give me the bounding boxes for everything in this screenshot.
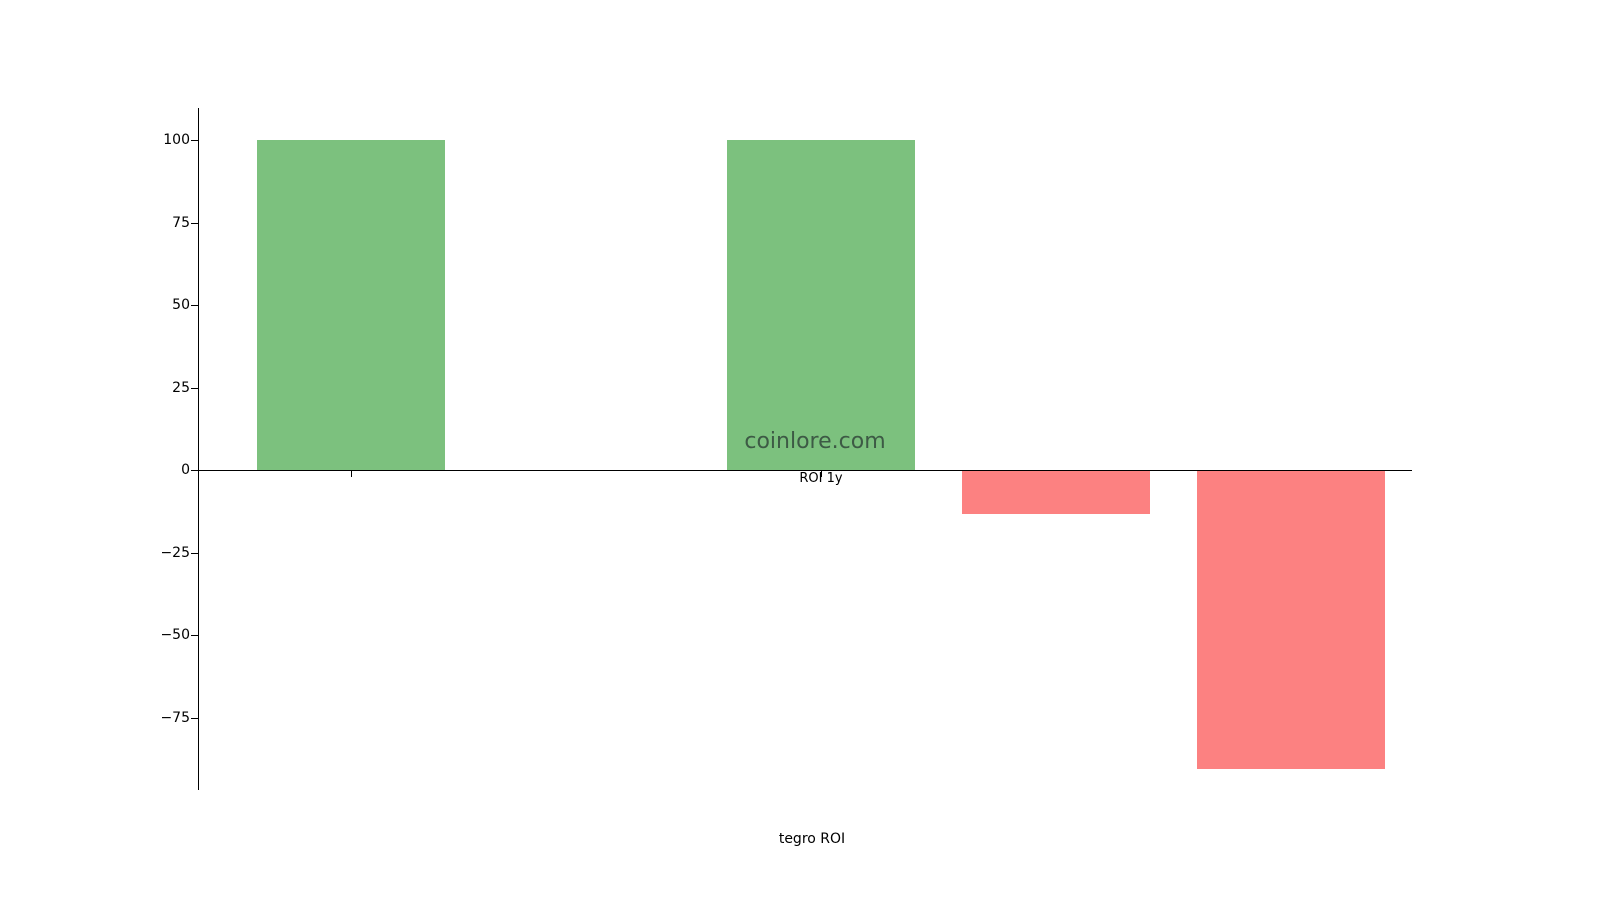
x-axis-zero-line bbox=[198, 470, 1412, 471]
y-axis-tick-label: 100 bbox=[163, 132, 190, 148]
y-axis-tick bbox=[191, 222, 198, 224]
y-axis-tick-label: −50 bbox=[160, 627, 190, 643]
y-axis-tick bbox=[191, 635, 198, 636]
y-axis-tick-label: −25 bbox=[160, 544, 190, 561]
y-axis-tick bbox=[191, 140, 198, 141]
y-axis-tick-label: 0 bbox=[181, 462, 190, 478]
y-axis-tick-label: 75 bbox=[172, 214, 190, 231]
x-axis-title: tegro ROI bbox=[778, 831, 846, 847]
x-axis-tick-label: ROI 1y bbox=[799, 471, 843, 486]
x-axis-tick bbox=[821, 470, 822, 477]
y-axis-tick-label: 25 bbox=[172, 379, 190, 396]
y-axis-spine bbox=[198, 108, 199, 790]
y-axis-tick-label: 50 bbox=[172, 297, 190, 313]
y-axis-tick bbox=[191, 387, 198, 389]
positive-roi-bar bbox=[257, 140, 445, 470]
watermark-text: coinlore.com bbox=[744, 429, 886, 454]
y-axis-tick bbox=[191, 552, 198, 554]
negative-roi-bar bbox=[1197, 470, 1385, 769]
positive-roi-bar bbox=[727, 140, 915, 470]
y-axis-tick bbox=[191, 470, 198, 471]
x-axis-tick bbox=[351, 470, 352, 477]
y-axis-tick-label: −75 bbox=[160, 709, 190, 726]
negative-roi-bar bbox=[962, 470, 1150, 514]
y-axis-tick bbox=[191, 717, 198, 719]
y-axis-tick bbox=[191, 305, 198, 306]
